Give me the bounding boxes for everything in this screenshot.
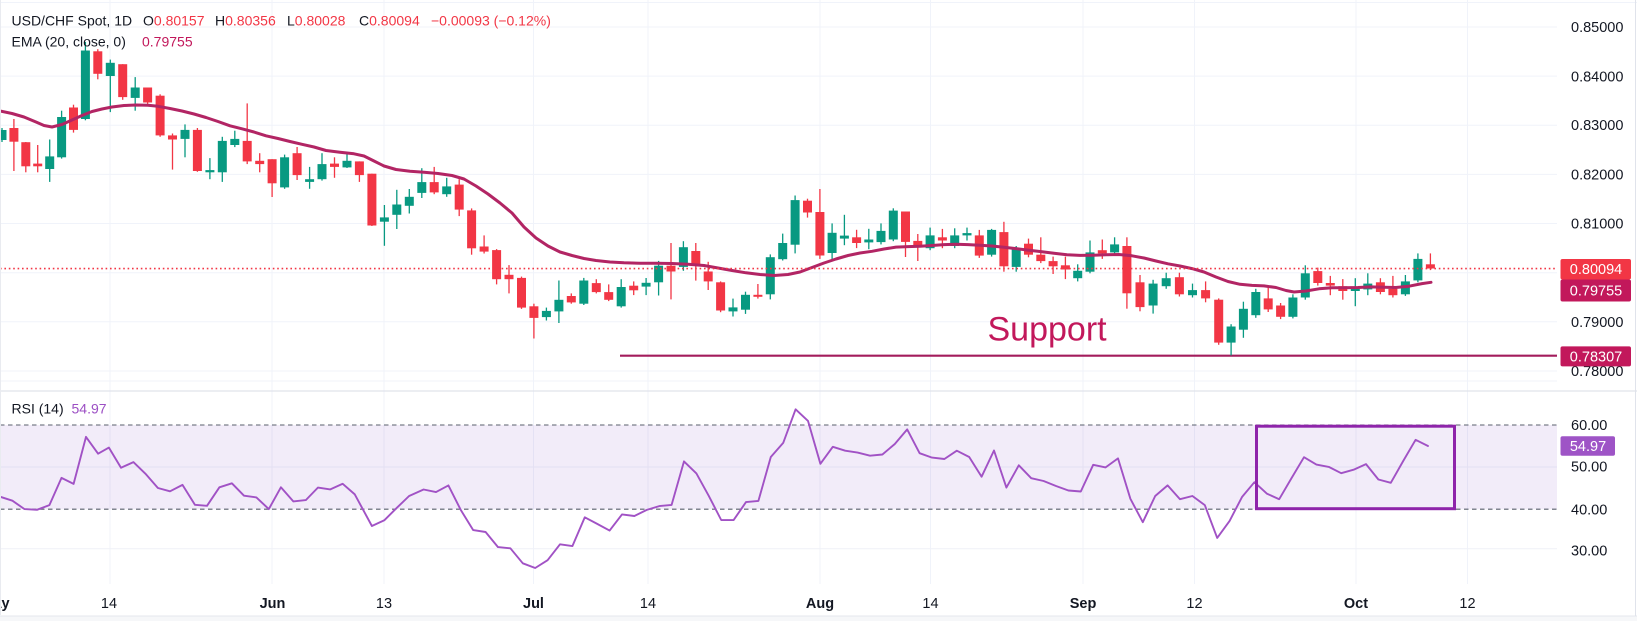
svg-text:Sep: Sep bbox=[1070, 596, 1097, 612]
svg-text:0.79755: 0.79755 bbox=[1570, 284, 1622, 300]
svg-text:Jun: Jun bbox=[260, 596, 286, 612]
svg-text:C0.80094: C0.80094 bbox=[359, 13, 420, 29]
svg-text:USD/CHF Spot, 1D: USD/CHF Spot, 1D bbox=[12, 13, 133, 29]
svg-text:RSI (14): RSI (14) bbox=[12, 401, 64, 417]
svg-text:0.84000: 0.84000 bbox=[1571, 69, 1623, 85]
svg-text:60.00: 60.00 bbox=[1571, 418, 1607, 434]
svg-text:H0.80356: H0.80356 bbox=[215, 13, 276, 29]
svg-text:Aug: Aug bbox=[806, 596, 834, 612]
svg-text:12: 12 bbox=[1186, 596, 1202, 612]
svg-text:14: 14 bbox=[640, 596, 656, 612]
svg-text:−0.00093 (−0.12%): −0.00093 (−0.12%) bbox=[431, 13, 551, 29]
svg-text:Support: Support bbox=[988, 311, 1108, 349]
svg-text:13: 13 bbox=[376, 596, 392, 612]
svg-text:54.97: 54.97 bbox=[72, 401, 107, 417]
svg-text:EMA (20, close, 0): EMA (20, close, 0) bbox=[12, 34, 126, 50]
svg-text:0.85000: 0.85000 bbox=[1571, 20, 1623, 36]
svg-text:0.78000: 0.78000 bbox=[1571, 364, 1623, 380]
svg-text:Oct: Oct bbox=[1344, 596, 1368, 612]
svg-text:O0.80157: O0.80157 bbox=[143, 13, 205, 29]
svg-text:0.80094: 0.80094 bbox=[1570, 262, 1622, 278]
svg-text:14: 14 bbox=[101, 596, 117, 612]
svg-text:50.00: 50.00 bbox=[1571, 460, 1607, 476]
svg-text:May: May bbox=[0, 596, 10, 612]
svg-text:0.82000: 0.82000 bbox=[1571, 168, 1623, 184]
svg-text:30.00: 30.00 bbox=[1571, 544, 1607, 560]
svg-text:0.81000: 0.81000 bbox=[1571, 217, 1623, 233]
svg-text:Jul: Jul bbox=[523, 596, 544, 612]
svg-text:14: 14 bbox=[922, 596, 938, 612]
svg-text:0.83000: 0.83000 bbox=[1571, 118, 1623, 134]
svg-text:0.79000: 0.79000 bbox=[1571, 315, 1623, 331]
svg-text:0.79755: 0.79755 bbox=[142, 34, 193, 50]
svg-text:0.78307: 0.78307 bbox=[1570, 350, 1622, 366]
svg-text:54.97: 54.97 bbox=[1570, 439, 1606, 455]
svg-text:40.00: 40.00 bbox=[1571, 502, 1607, 518]
svg-text:12: 12 bbox=[1459, 596, 1475, 612]
svg-text:L0.80028: L0.80028 bbox=[287, 13, 346, 29]
